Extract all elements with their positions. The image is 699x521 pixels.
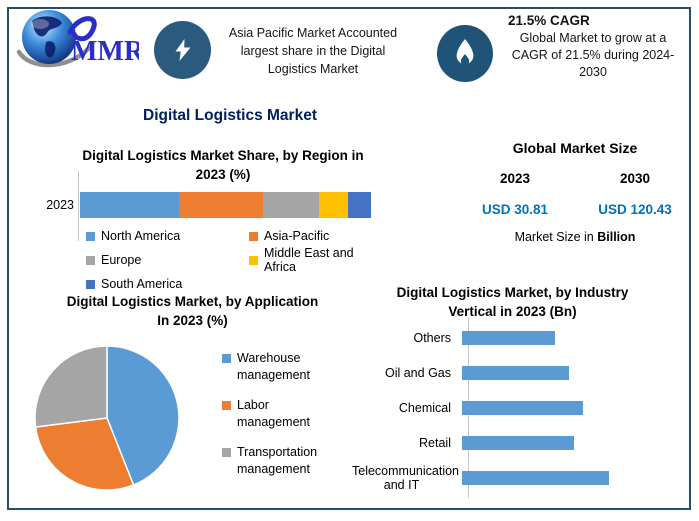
legend-item-north-america: North America: [86, 229, 249, 243]
highlight-asia-pacific-line: Logistics Market: [267, 62, 359, 76]
legend-label: North America: [101, 229, 181, 243]
industry-chart-title-line: Vertical in 2023 (Bn): [448, 304, 577, 319]
application-pie-chart: [32, 343, 182, 493]
region-chart-axis: [78, 171, 79, 241]
highlight-asia-pacific-line: Asia Pacific Market Accounted: [228, 26, 398, 40]
highlight-cagr: 21.5% CAGR Global Market to grow at a CA…: [498, 13, 688, 81]
pie-slice-warehouse-management: [106, 345, 180, 486]
market-size-values: USD 30.81 USD 120.43: [455, 202, 695, 217]
cagr-body: Global Market to grow at a CAGR of 21.5%…: [498, 30, 688, 81]
market-size-years: 2023 2030: [455, 171, 695, 186]
legend-swatch-icon: [222, 354, 231, 363]
highlight-asia-pacific: Asia Pacific Market Accounted largest sh…: [219, 24, 407, 78]
cagr-body-line: Global Market to grow at a: [519, 31, 667, 45]
region-chart-title: Digital Logistics Market Share, by Regio…: [75, 146, 371, 184]
legend-swatch-icon: [249, 255, 258, 265]
region-chart-title-line: 2023 (%): [195, 167, 251, 182]
market-size-year-2023: 2023: [499, 171, 531, 186]
pie-slice-labor-management: [34, 417, 135, 491]
legend-label: Labor management: [237, 398, 310, 429]
cagr-body-line: 2030: [579, 65, 607, 79]
region-legend: North America Asia-Pacific Europe Middle Ea…: [86, 229, 388, 291]
market-size-title: Global Market Size: [512, 140, 638, 156]
legend-item-south-america: South America: [86, 277, 249, 291]
region-chart-category-label: 2023: [46, 198, 74, 212]
industry-bar-telecommunication-and-it: [462, 470, 609, 485]
page-title: Digital Logistics Market: [143, 107, 317, 124]
application-chart-title-line: Digital Logistics Market, by Application: [66, 294, 319, 309]
industry-bar-retail: [462, 435, 574, 450]
region-segment-middle-east-and-africa: [318, 192, 348, 218]
logo-text: MMR: [71, 36, 139, 67]
industry-chart-title: Digital Logistics Market, by Industry Ve…: [385, 283, 640, 321]
industry-category-label: Others: [413, 330, 451, 345]
industry-bar-row-others: Others: [352, 320, 687, 355]
industry-bar-row-telecommunication-and-it: Telecommunication and IT: [352, 460, 687, 495]
region-chart-title-line: Digital Logistics Market Share, by Regio…: [82, 148, 364, 163]
legend-label: Asia-Pacific: [264, 229, 330, 243]
legend-label: Warehouse management: [237, 351, 310, 382]
cagr-body-line: CAGR of 21.5% during 2024-: [511, 48, 675, 62]
flame-icon: [437, 25, 493, 82]
legend-swatch-icon: [86, 279, 95, 289]
legend-swatch-icon: [86, 231, 95, 241]
market-size-note: Market Size in Billion: [450, 230, 699, 244]
industry-bar-oil-and-gas: [462, 365, 569, 380]
mmr-logo: MMR: [13, 6, 145, 74]
industry-bar-row-chemical: Chemical: [352, 390, 687, 425]
legend-label: South America: [101, 277, 183, 291]
application-chart-title: Digital Logistics Market, by Application…: [40, 292, 345, 330]
region-segment-europe: [263, 192, 319, 218]
application-chart-title-line: In 2023 (%): [157, 313, 228, 328]
lightning-icon: [154, 21, 211, 79]
legend-swatch-icon: [86, 255, 95, 265]
region-segment-north-america: [80, 192, 179, 218]
legend-item-asia-pacific: Asia-Pacific: [249, 229, 388, 243]
industry-category-label: Chemical: [398, 400, 451, 415]
pie-slice-transportation-management: [34, 345, 108, 428]
industry-bar-row-oil-and-gas: Oil and Gas: [352, 355, 687, 390]
legend-label: Europe: [101, 253, 142, 267]
industry-bar-others: [462, 330, 555, 345]
industry-bar-chart: Others Oil and Gas Chemical Retail Telecommu…: [352, 318, 687, 498]
legend-label: Middle East and Africa: [264, 246, 354, 274]
legend-item-warehouse-management: Warehouse management: [222, 350, 342, 384]
market-size-year-2030: 2030: [619, 171, 651, 186]
legend-item-middle-east-and-africa: Middle East and Africa: [249, 246, 388, 274]
industry-bar-row-retail: Retail: [352, 425, 687, 460]
market-size-note-unit: Billion: [597, 230, 636, 244]
legend-swatch-icon: [249, 231, 258, 241]
legend-swatch-icon: [222, 401, 231, 410]
region-segment-south-america: [347, 192, 371, 218]
region-segment-asia-pacific: [178, 192, 264, 218]
market-size-value-2030: USD 120.43: [598, 202, 672, 217]
industry-category-label: Retail: [419, 435, 451, 450]
legend-item-transportation-management: Transportation management: [222, 444, 342, 478]
application-legend: Warehouse management Labor management Tran…: [222, 350, 342, 478]
market-size-value-2023: USD 30.81: [481, 202, 549, 217]
industry-category-label: Oil and Gas: [384, 365, 451, 380]
globe-logo-icon: MMR: [16, 10, 145, 68]
cagr-title: 21.5% CAGR: [508, 13, 590, 28]
legend-swatch-icon: [222, 448, 231, 457]
industry-category-label: Telecommunication and IT: [352, 463, 459, 492]
legend-label: Transportation management: [237, 445, 318, 476]
market-size-note-prefix: Market Size in: [514, 230, 598, 244]
industry-bar-chemical: [462, 400, 583, 415]
legend-item-labor-management: Labor management: [222, 397, 342, 431]
highlight-asia-pacific-line: largest share in the Digital: [240, 44, 386, 58]
industry-chart-title-line: Digital Logistics Market, by Industry: [396, 285, 629, 300]
legend-item-europe: Europe: [86, 246, 249, 274]
region-stacked-bar: [80, 192, 371, 218]
